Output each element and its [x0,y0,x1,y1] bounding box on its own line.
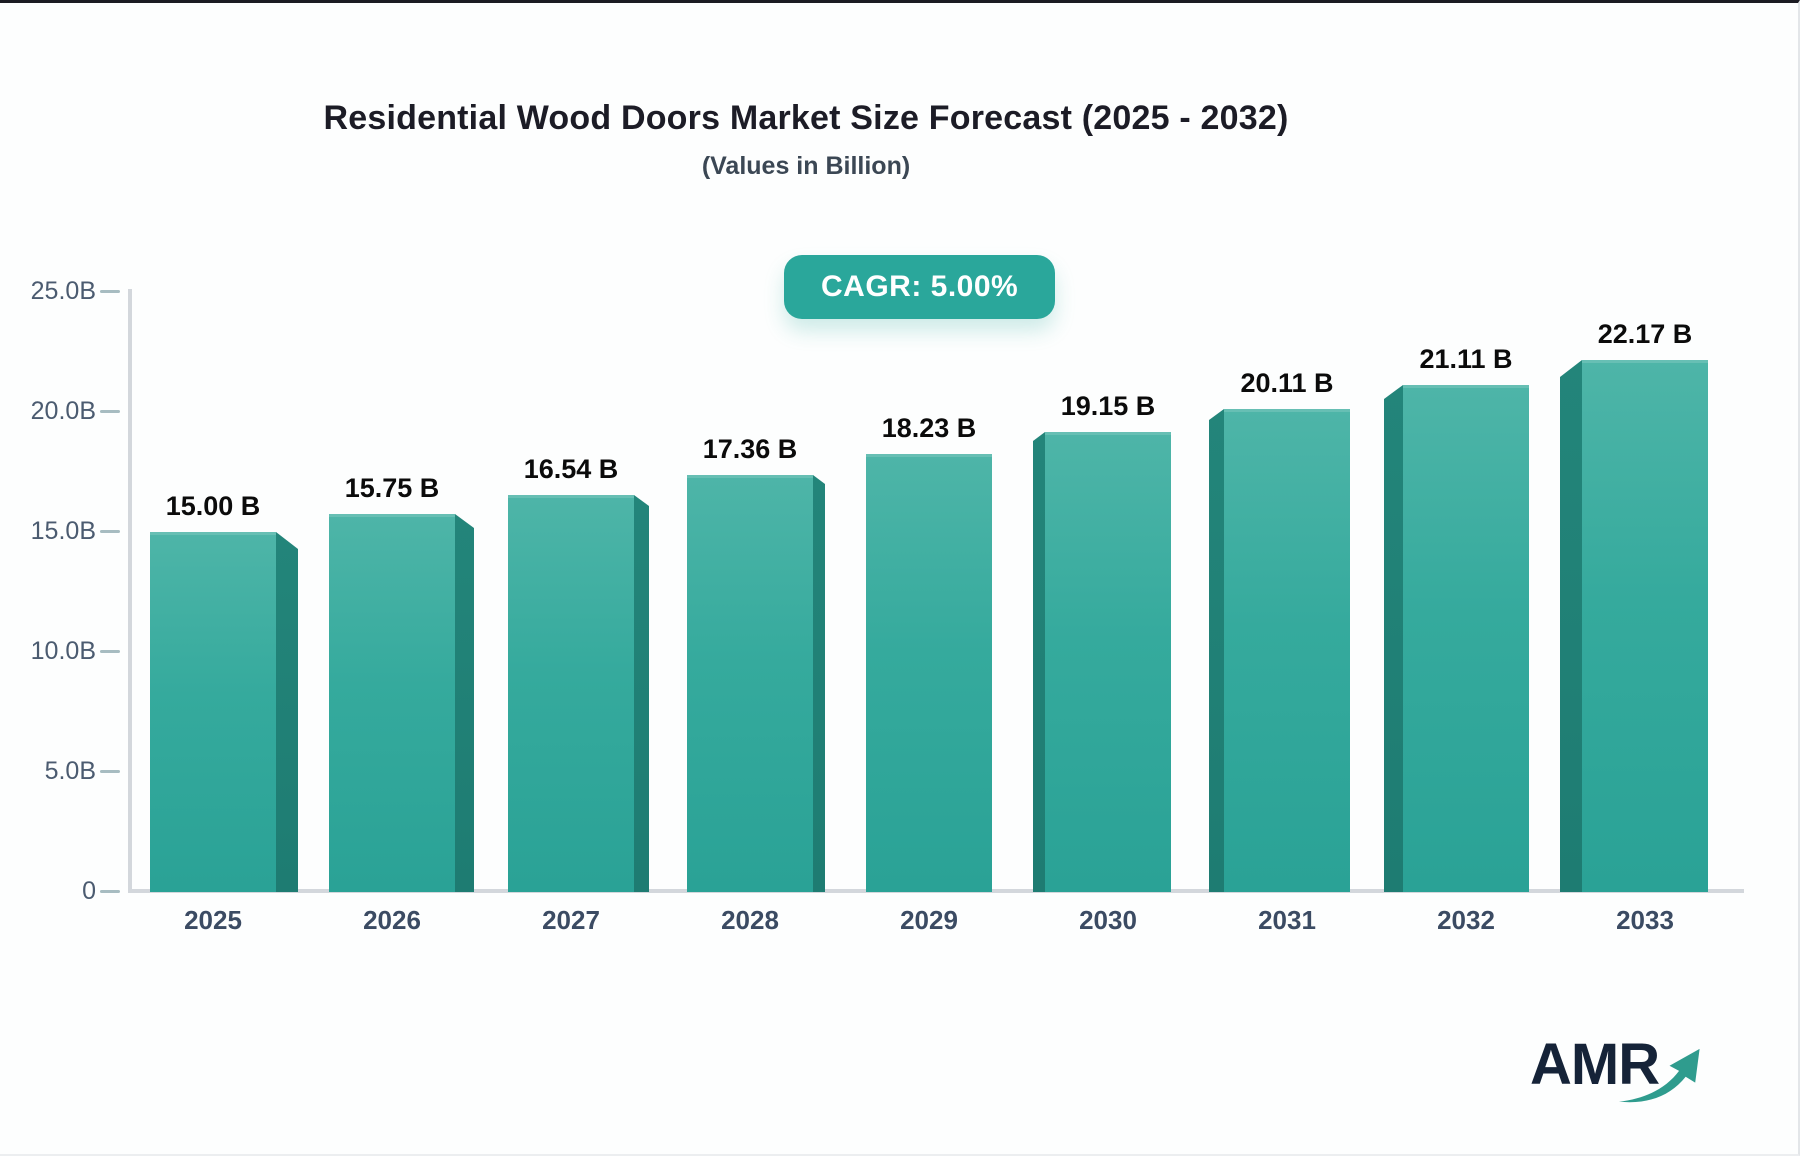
x-axis-label: 2032 [1437,905,1495,935]
amr-logo-text: AMR [1530,1032,1660,1097]
y-axis-label: 0 [82,877,96,905]
y-axis-tick [100,890,120,893]
bar-chart-plot-area: 25.0B 20.0B 15.0B 10.0B 5.0B 0 15.00 B 2025 15.7… [0,3,1798,1154]
bar-side-face [634,495,649,892]
y-axis-label: 20.0B [30,397,96,425]
bar-value-label: 15.00 B [165,491,261,521]
y-axis-label: 25.0B [30,277,96,305]
x-axis-label: 2033 [1616,905,1674,935]
x-axis-label: 2030 [1079,905,1137,935]
y-axis-tick [100,770,120,773]
bar-side-face [1033,432,1045,892]
x-axis-label: 2029 [900,905,958,935]
chart-subtitle: (Values in Billion) [701,152,911,180]
x-axis-label: 2031 [1258,905,1316,935]
bar-value-label: 18.23 B [881,413,977,443]
x-axis-label: 2026 [363,905,421,935]
bar-side-face [1560,360,1582,892]
bar [508,495,634,892]
bar-value-label: 21.11 B [1419,344,1513,374]
bar-side-face [455,514,474,892]
bar-side-face [813,475,825,892]
bar [1582,360,1708,892]
y-axis-label: 5.0B [44,757,96,785]
bar-value-label: 16.54 B [523,454,619,484]
x-axis-label: 2027 [542,905,600,935]
y-axis-tick [100,650,120,653]
y-axis-line [128,289,132,893]
y-axis-tick [100,290,120,293]
y-axis-label: 15.0B [30,517,96,545]
bar [687,475,813,892]
amr-logo: AMR [1530,1032,1730,1129]
bar-value-label: 20.11 B [1240,368,1334,398]
y-axis-tick [100,530,120,533]
trend-arrow-icon [1618,1048,1700,1103]
bar-side-face [276,532,298,892]
bar [1224,409,1350,892]
cagr-badge: CAGR: 5.00% [784,255,1056,319]
bar [1403,385,1529,892]
chart-title: Residential Wood Doors Market Size Forec… [323,99,1289,137]
bar-value-label: 15.75 B [344,473,440,503]
bar-side-face [1209,409,1224,892]
bar-value-label: 19.15 B [1060,391,1156,421]
bar-side-face [1384,385,1403,892]
bar [150,532,276,892]
bar-value-label: 22.17 B [1597,319,1693,349]
bar [866,454,992,892]
bar [1045,432,1171,892]
y-axis-label: 10.0B [30,637,96,665]
y-axis-tick [100,410,120,413]
bar-value-label: 17.36 B [702,434,798,464]
x-axis-label: 2028 [721,905,779,935]
chart-header: Residential Wood Doors Market Size Forec… [0,99,1612,181]
x-axis-label: 2025 [184,905,242,935]
bar [329,514,455,892]
